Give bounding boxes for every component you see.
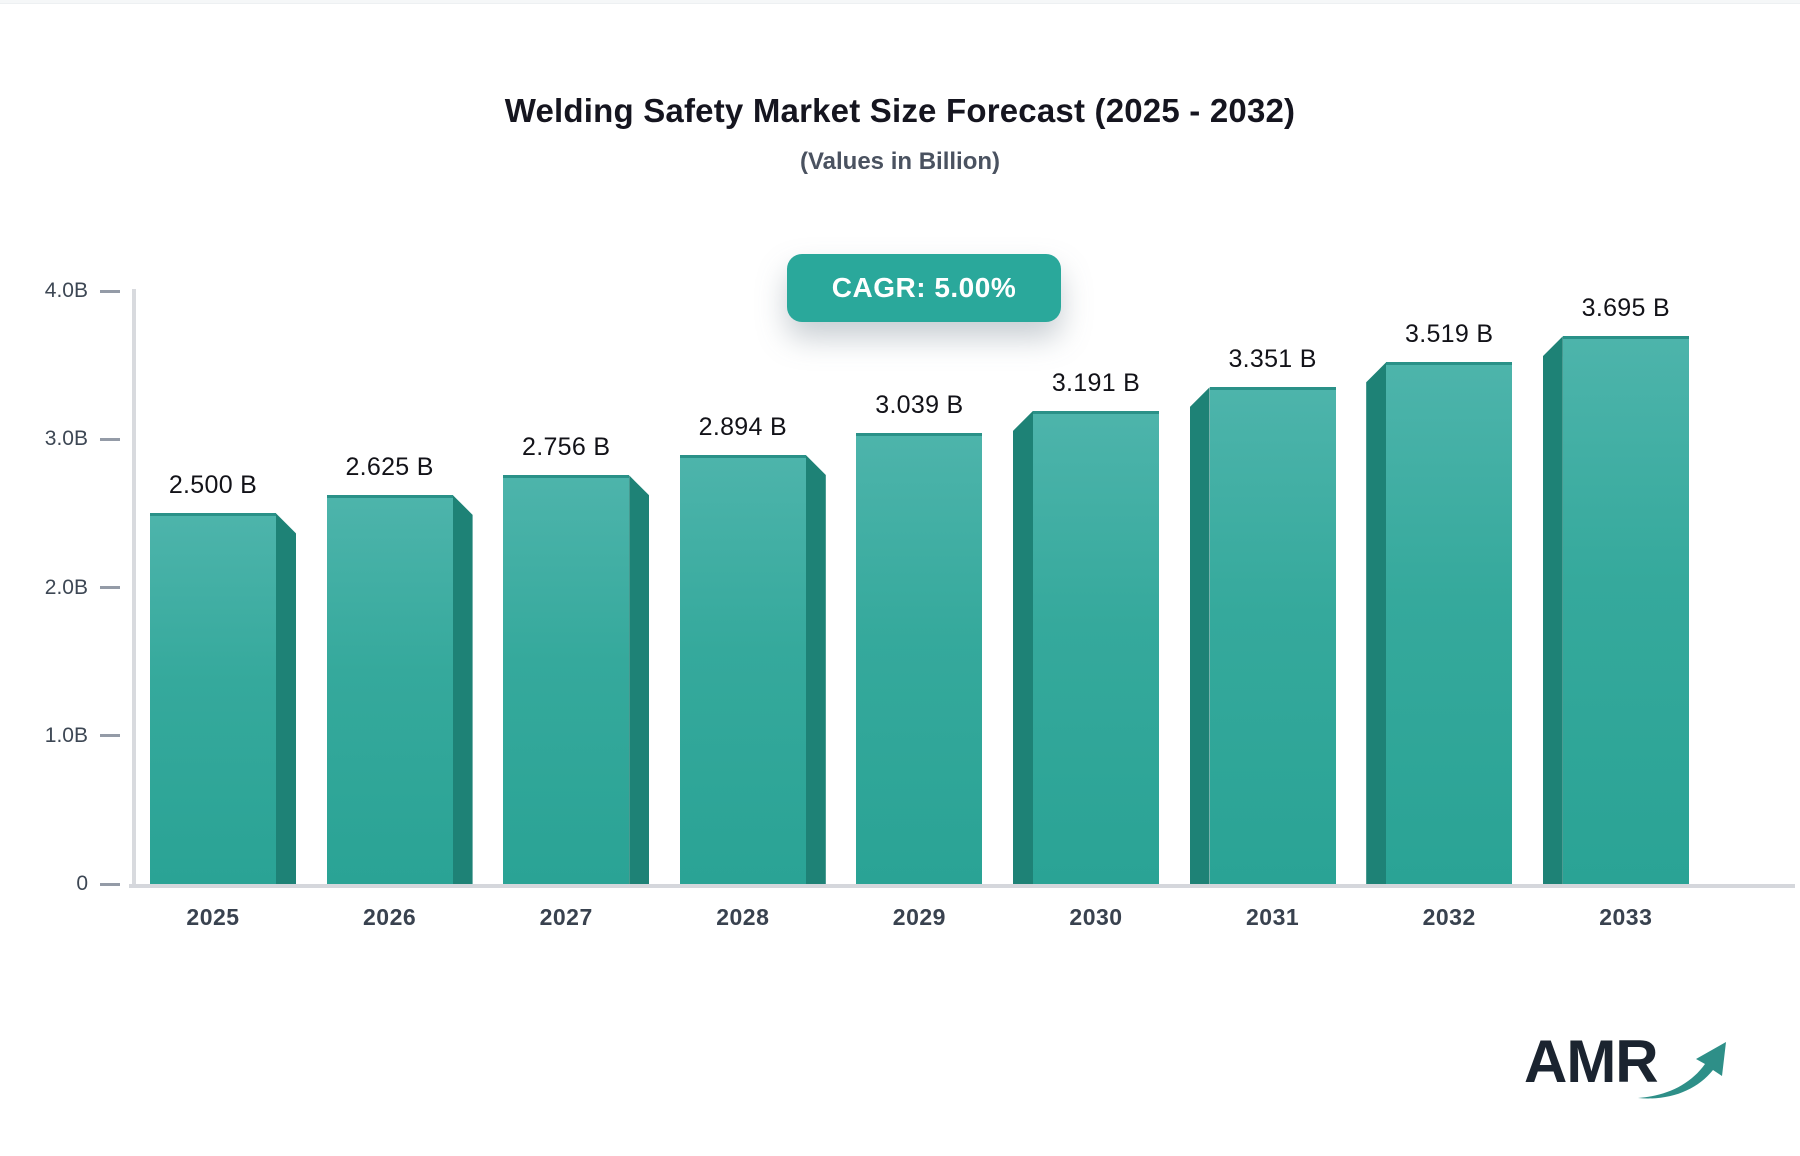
bar-2026-side [452, 494, 473, 884]
amr-logo: AMR [1524, 1030, 1734, 1110]
x-axis-label: 2028 [716, 904, 770, 930]
x-axis-label: 2030 [1069, 904, 1123, 930]
trend-up-arrow-icon [1638, 1042, 1726, 1099]
chart-title: Welding Safety Market Size Forecast (202… [504, 92, 1296, 129]
chart-subtitle: (Values in Billion) [799, 148, 1001, 175]
cagr-badge-label: CAGR: 5.00% [831, 272, 1017, 303]
top-border-strip [0, 0, 1800, 4]
bar-2033-side [1542, 336, 1563, 884]
bar-value-label: 3.191 B [1051, 368, 1141, 397]
bar-value-label: 3.695 B [1581, 294, 1670, 323]
y-tick-mark [100, 734, 120, 738]
y-tick-mark [100, 882, 120, 886]
x-axis-label: 2032 [1422, 904, 1476, 930]
bar-2030 [1033, 410, 1159, 884]
bar-2026 [326, 494, 453, 884]
bar-2027 [503, 475, 630, 884]
bar-2030-side [1013, 410, 1033, 884]
bar-2028-side [805, 454, 826, 884]
bar-value-label: 3.039 B [875, 391, 964, 420]
x-axis-label: 2033 [1599, 904, 1653, 930]
amr-logo-text: AMR [1524, 1028, 1659, 1095]
y-tick-mark [100, 437, 120, 441]
bar-2031 [1209, 387, 1336, 884]
bar-2032 [1386, 362, 1513, 884]
bar-2031-side [1189, 387, 1210, 884]
x-axis-label: 2027 [539, 904, 593, 930]
bar-value-label: 2.625 B [345, 452, 434, 481]
y-tick-label: 0 [76, 872, 88, 895]
bar-value-label: 2.756 B [522, 433, 611, 462]
bar-2029 [856, 433, 983, 884]
x-axis-label: 2025 [186, 904, 240, 930]
bar-value-label: 2.894 B [698, 412, 787, 441]
x-axis-label: 2029 [892, 904, 946, 930]
x-axis-label: 2026 [363, 904, 417, 930]
y-tick-mark [100, 586, 120, 589]
bar-value-label: 2.500 B [168, 471, 258, 500]
bar-value-label: 3.519 B [1405, 320, 1494, 349]
y-tick-mark [100, 289, 120, 293]
bar-2027-side [629, 475, 650, 884]
bar-2025-side [276, 513, 296, 884]
bar-2033 [1562, 336, 1689, 884]
y-axis-line [132, 289, 136, 886]
bar-2032-side [1366, 362, 1387, 884]
y-tick-label: 3.0B [44, 427, 88, 451]
cagr-badge: CAGR: 5.00% [787, 254, 1061, 322]
x-axis-baseline [129, 884, 1795, 888]
y-tick-label: 4.0B [44, 279, 88, 302]
x-axis-label: 2031 [1246, 904, 1300, 930]
bar-value-label: 3.351 B [1228, 345, 1317, 374]
y-tick-label: 1.0B [44, 723, 88, 747]
bar-2028 [679, 454, 806, 884]
y-tick-label: 2.0B [44, 575, 88, 599]
bar-2025 [150, 513, 276, 884]
